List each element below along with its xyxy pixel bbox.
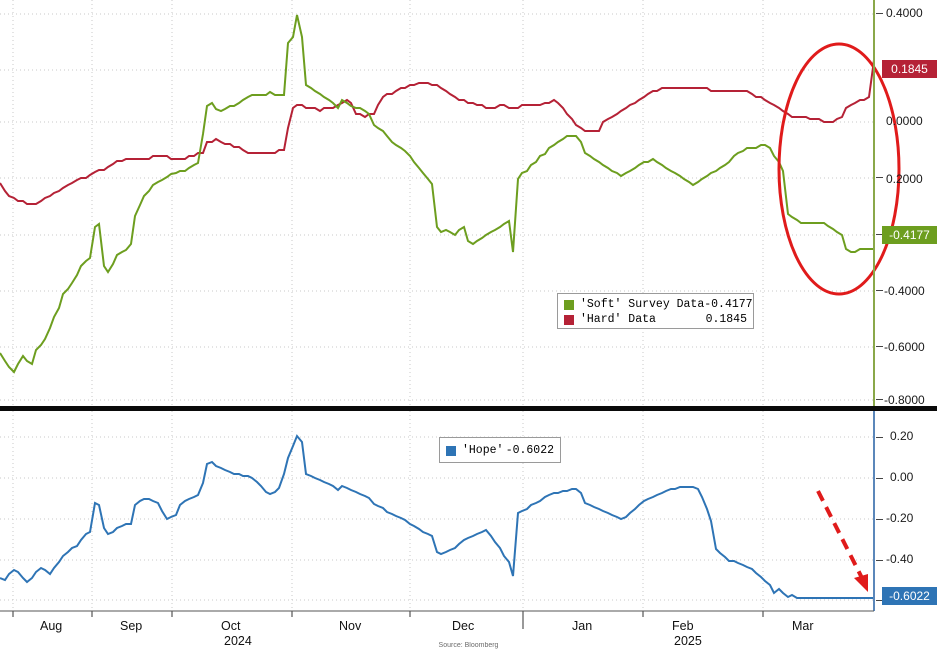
tick-mark — [876, 234, 883, 235]
legend-swatch-hard-icon — [564, 314, 574, 325]
xtick-year-2025: 2025 — [674, 634, 702, 648]
series-hope — [0, 434, 874, 599]
legend-label-soft: 'Soft' Survey Data — [580, 298, 705, 311]
value-tag-hard: 0.1845 — [882, 60, 937, 78]
xtick-feb: Feb — [672, 619, 694, 633]
legend-row-soft: 'Soft' Survey Data -0.4177 — [558, 297, 753, 312]
tick-mark — [876, 437, 883, 438]
upper-panel — [0, 0, 901, 406]
upper-ytick-0: 0.4000 — [886, 6, 923, 20]
value-tag-hope: -0.6022 — [882, 587, 937, 605]
tick-mark — [876, 177, 883, 178]
upper-ytick-6: -0.8000 — [884, 393, 925, 407]
lower-ytick-3: -0.40 — [886, 552, 914, 566]
xtick-year-2024: 2024 — [224, 634, 252, 648]
upper-ytick-4: -0.4000 — [884, 284, 925, 298]
legend-swatch-hope-icon — [446, 445, 456, 456]
tick-mark — [876, 13, 883, 14]
xtick-mar: Mar — [792, 619, 814, 633]
xtick-oct: Oct — [221, 619, 241, 633]
ellipse-annotation — [777, 42, 901, 296]
legend-value-soft: -0.4177 — [704, 298, 753, 311]
xtick-jan: Jan — [572, 619, 593, 633]
legend-row-hard: 'Hard' Data 0.1845 — [558, 312, 753, 327]
value-tag-soft: -0.4177 — [882, 226, 937, 244]
xtick-dec: Dec — [452, 619, 475, 633]
legend-swatch-soft-icon — [564, 299, 574, 310]
series-soft-survey-data — [0, 14, 874, 374]
tick-mark — [876, 290, 883, 291]
tick-mark — [876, 478, 883, 479]
legend-value-hard: 0.1845 — [705, 313, 747, 326]
lower-legend: 'Hope' -0.6022 — [439, 437, 561, 463]
series-hard-data — [0, 59, 875, 205]
panel-divider — [0, 406, 937, 411]
upper-hgrid — [0, 13, 874, 401]
footer-note: Source: Bloomberg — [438, 642, 499, 649]
tick-mark — [876, 560, 883, 561]
x-axis-ticks — [12, 611, 764, 629]
lower-ytick-2: -0.20 — [886, 511, 914, 525]
legend-row-hope: 'Hope' -0.6022 — [440, 443, 560, 458]
upper-legend: 'Soft' Survey Data -0.4177 'Hard' Data 0… — [557, 293, 754, 329]
upper-plot-bg — [0, 0, 874, 406]
tick-mark — [876, 346, 883, 347]
tick-mark — [876, 519, 883, 520]
xtick-aug: Aug — [40, 619, 63, 633]
lower-ytick-1: 0.00 — [890, 470, 914, 484]
upper-ytick-1: 0.2000 — [886, 172, 923, 186]
xtick-sep: Sep — [120, 619, 143, 633]
lower-panel — [0, 411, 874, 611]
legend-label-hard: 'Hard' Data — [580, 313, 656, 326]
xtick-nov: Nov — [339, 619, 362, 633]
lower-plot-bg — [0, 411, 874, 611]
upper-ytick-2: 0.0000 — [886, 114, 923, 128]
arrow-annotation — [816, 490, 868, 592]
legend-label-hope: 'Hope' — [462, 444, 504, 457]
upper-ytick-5: -0.6000 — [884, 340, 925, 354]
tick-mark — [876, 600, 883, 601]
legend-value-hope: -0.6022 — [505, 444, 554, 457]
lower-ytick-0: 0.20 — [890, 429, 914, 443]
tick-mark — [876, 399, 883, 400]
